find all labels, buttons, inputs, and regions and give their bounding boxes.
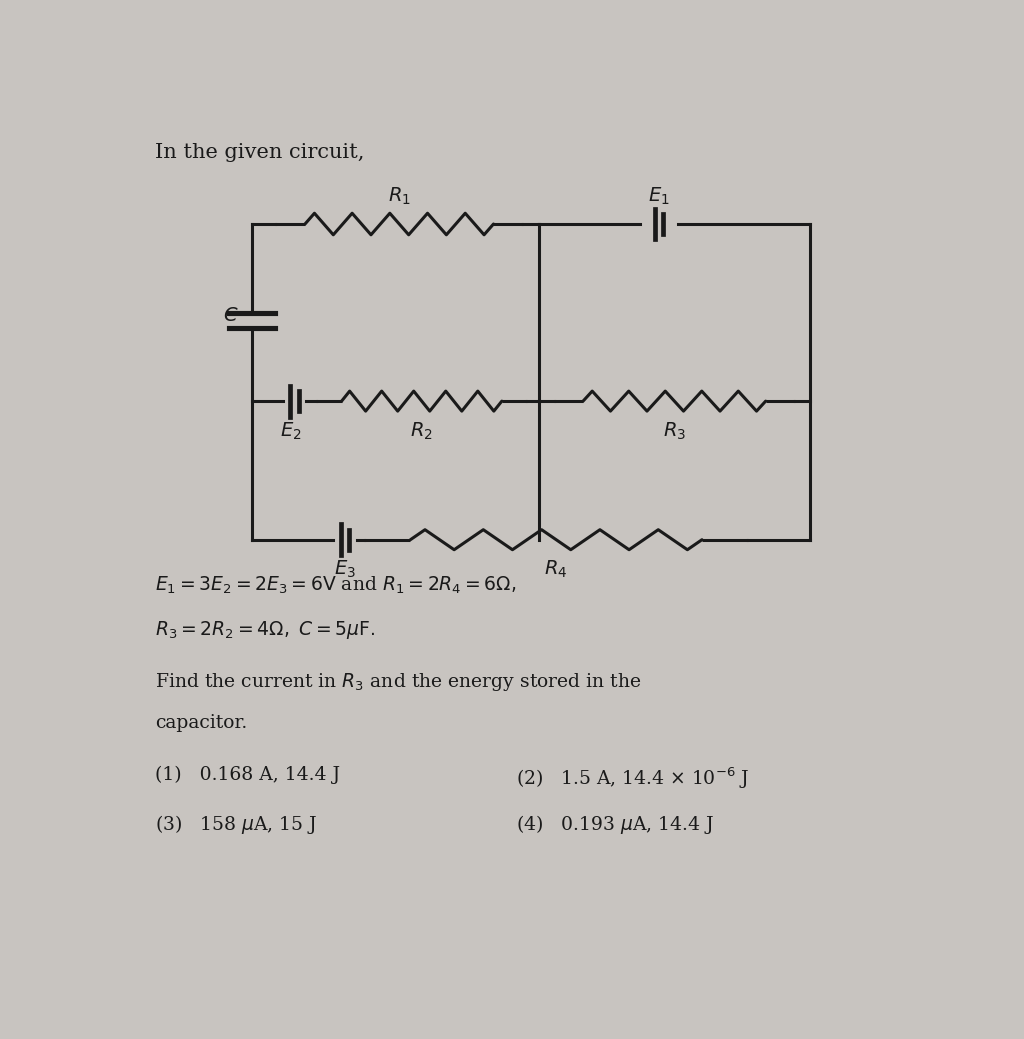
- Text: $E_1$: $E_1$: [648, 186, 670, 207]
- Text: (2)   1.5 A, 14.4 $\times$ 10$^{-6}$ J: (2) 1.5 A, 14.4 $\times$ 10$^{-6}$ J: [515, 766, 750, 791]
- Text: $R_3$: $R_3$: [663, 421, 686, 442]
- Text: $R_2$: $R_2$: [411, 421, 433, 442]
- Text: $E_1=3E_2=2E_3=6\mathrm{V}$ and $R_1=2R_4=6\Omega,$: $E_1=3E_2=2E_3=6\mathrm{V}$ and $R_1=2R_…: [155, 575, 516, 595]
- Text: (1)   0.168 A, 14.4 J: (1) 0.168 A, 14.4 J: [155, 766, 340, 783]
- Text: $R_3=2R_2=4\Omega,\ C=5\mu\mathrm{F}.$: $R_3=2R_2=4\Omega,\ C=5\mu\mathrm{F}.$: [155, 619, 376, 641]
- Text: Find the current in $R_3$ and the energy stored in the: Find the current in $R_3$ and the energy…: [155, 670, 642, 693]
- Text: $R_4$: $R_4$: [545, 559, 568, 580]
- Text: $C$: $C$: [222, 308, 238, 325]
- Text: In the given circuit,: In the given circuit,: [155, 143, 365, 162]
- Text: (4)   0.193 $\mu$A, 14.4 J: (4) 0.193 $\mu$A, 14.4 J: [515, 814, 714, 836]
- Text: $R_1$: $R_1$: [388, 186, 411, 207]
- Text: $E_3$: $E_3$: [334, 559, 356, 580]
- Text: (3)   158 $\mu$A, 15 J: (3) 158 $\mu$A, 15 J: [155, 814, 317, 836]
- Text: $E_2$: $E_2$: [280, 421, 301, 442]
- Text: capacitor.: capacitor.: [155, 715, 248, 732]
